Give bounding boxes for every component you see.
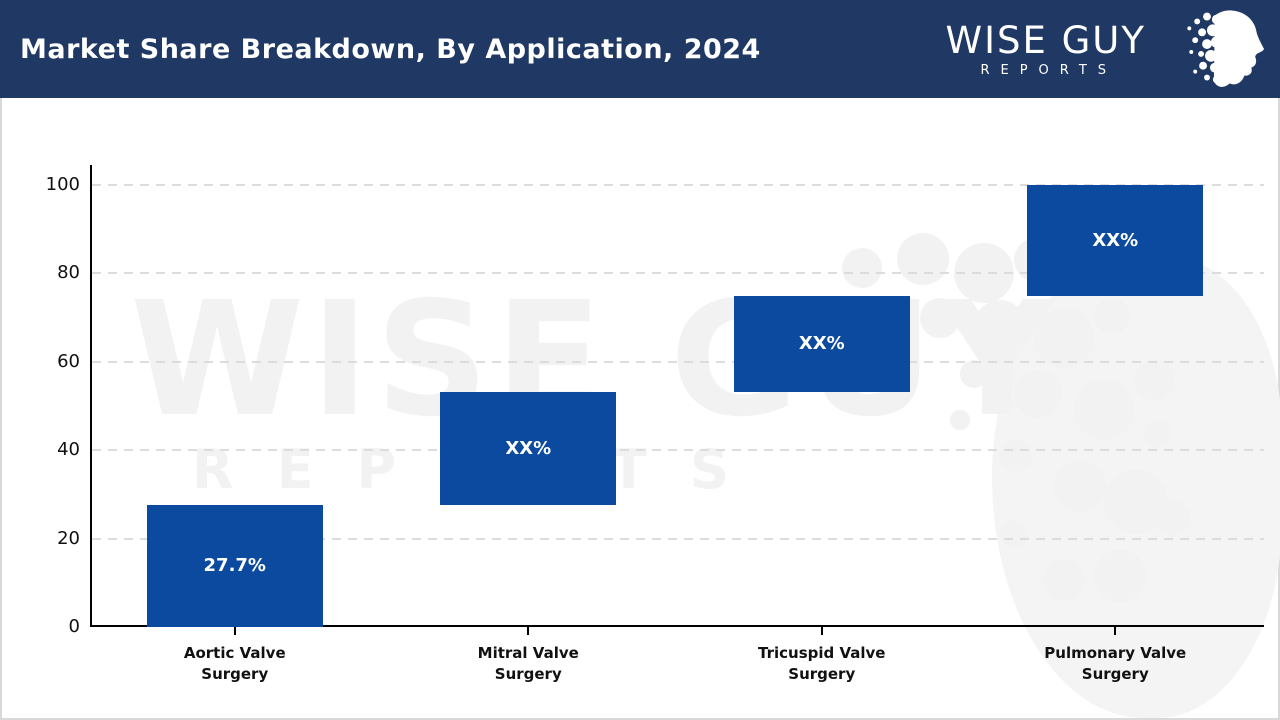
brand-face-icon [1187, 10, 1265, 87]
y-tick-label-40: 40 [57, 439, 80, 461]
watermark-dot [1054, 460, 1106, 512]
y-tick-label-60: 60 [57, 350, 80, 372]
watermark-dot [1014, 370, 1062, 418]
x-category-label: Tricuspid Valve Surgery [758, 644, 886, 683]
gridline-100 [92, 184, 1264, 186]
watermark-dot [960, 360, 988, 388]
x-category-label: Aortic Valve Surgery [183, 644, 286, 683]
watermark-dot [842, 248, 882, 288]
brand-subtitle: REPORTS [980, 62, 1118, 78]
watermark-dot [1134, 360, 1174, 400]
gridline-40 [92, 449, 1264, 452]
watermark-dot [1154, 500, 1190, 536]
watermark-dot [1074, 380, 1134, 440]
y-tick-label-20: 20 [57, 527, 80, 549]
watermark-dot [1044, 560, 1084, 600]
header-bar: Market Share Breakdown, By Application, … [0, 0, 1280, 98]
brand-name: WISE GUY [945, 18, 1146, 62]
watermark-dot [1000, 440, 1032, 472]
bar-value-label: 27.7% [203, 555, 266, 577]
plot-area: 0 20 40 60 80 100 27.7% Aortic Valve Surgery XX%… [46, 165, 1264, 683]
gridline-20 [92, 537, 1264, 540]
bar-segment-3: XX% [1027, 185, 1204, 296]
watermark-dot [920, 298, 960, 338]
watermark-dot [1144, 420, 1172, 448]
x-category-label: Pulmonary Valve Surgery [1044, 644, 1187, 683]
brand-logo: WISE GUY REPORTS [946, 6, 1280, 92]
page-title: Market Share Breakdown, By Application, … [20, 33, 761, 65]
bar-segment-2: XX% [733, 295, 910, 393]
bar-segment-0: 27.7% [146, 504, 323, 627]
x-tick [233, 627, 236, 635]
y-tick-label-0: 0 [68, 616, 80, 637]
bar-segment-1: XX% [440, 392, 617, 505]
y-tick-label-80: 80 [57, 262, 80, 284]
bar-value-label: XX% [1092, 229, 1139, 251]
bar-value-label: XX% [505, 437, 552, 459]
bar-value-label: XX% [798, 333, 845, 355]
watermark-dot [1094, 550, 1146, 602]
gridline-80 [92, 272, 1264, 275]
chart-canvas: WISE GUY REPORTS 02040608010027.7%Aortic… [0, 98, 1280, 720]
watermark-dot [950, 410, 970, 430]
x-tick [1114, 627, 1117, 635]
x-tick [527, 627, 530, 635]
x-tick [820, 627, 823, 635]
brand-logo-text: WISE GUY REPORTS [945, 18, 1146, 78]
y-tick-label-100: 100 [45, 174, 80, 195]
watermark-dot [897, 233, 949, 285]
gridline-60 [92, 360, 1264, 363]
watermark-dot [1000, 520, 1028, 548]
x-category-label: Mitral Valve Surgery [477, 644, 579, 683]
watermark-dot [974, 300, 1026, 352]
watermark-dot [1094, 298, 1130, 334]
watermark-dot [1034, 308, 1094, 368]
